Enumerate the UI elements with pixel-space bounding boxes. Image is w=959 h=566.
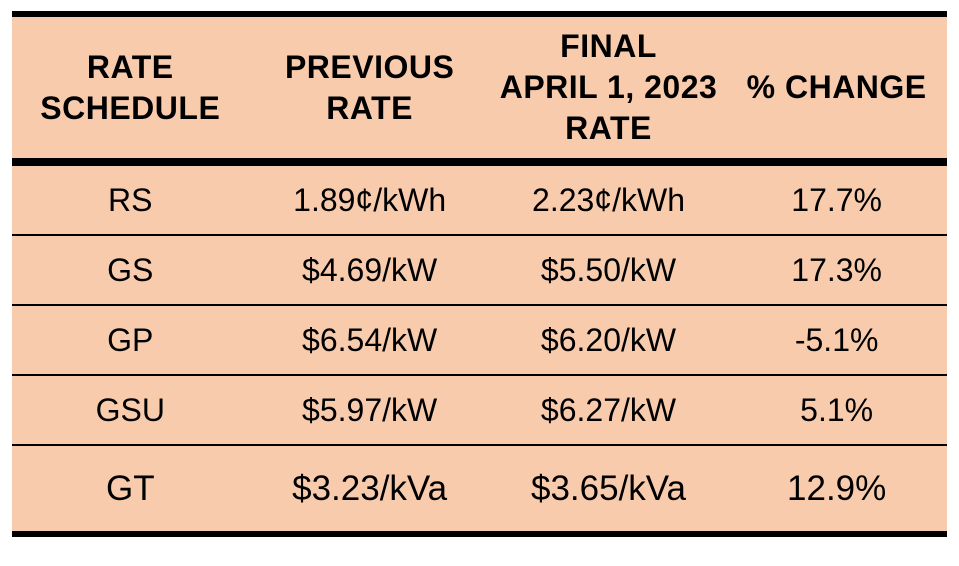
cell-previous-rate: 1.89¢/kWh — [293, 181, 447, 218]
cell-schedule: GS — [107, 251, 154, 288]
table-row-gt: GT $3.23/kVa $3.65/kVa 12.9% — [12, 444, 947, 531]
cell-percent-change: 17.3% — [791, 251, 882, 288]
cell-schedule: GSU — [95, 391, 165, 428]
table-row-gs: GS $4.69/kW $5.50/kW 17.3% — [12, 234, 947, 304]
cell-percent-change: 5.1% — [800, 391, 874, 428]
column-header-percent-change: % CHANGE — [746, 69, 927, 105]
rate-table: RATE SCHEDULE PREVIOUS RATE FINAL APRIL … — [12, 11, 947, 537]
cell-previous-rate: $4.69/kW — [302, 251, 438, 288]
cell-final-rate: 2.23¢/kWh — [532, 181, 685, 218]
cell-final-rate: $5.50/kW — [540, 251, 677, 288]
cell-schedule: GT — [105, 468, 155, 508]
cell-final-rate: $6.20/kW — [540, 321, 677, 358]
column-header-rate-schedule: RATE SCHEDULE — [40, 48, 221, 126]
cell-previous-rate: $6.54/kW — [302, 321, 438, 358]
table-header-row: RATE SCHEDULE PREVIOUS RATE FINAL APRIL … — [12, 17, 947, 164]
cell-previous-rate: $5.97/kW — [302, 391, 438, 428]
column-header-final-rate: FINAL APRIL 1, 2023 RATE — [499, 28, 718, 146]
cell-schedule: GP — [107, 321, 154, 358]
cell-previous-rate: $3.23/kVa — [292, 468, 448, 508]
cell-schedule: RS — [108, 181, 153, 218]
cell-percent-change: 17.7% — [791, 181, 882, 218]
cell-percent-change: 12.9% — [787, 468, 887, 508]
cell-final-rate: $3.65/kVa — [530, 468, 687, 508]
cell-final-rate: $6.27/kW — [540, 391, 677, 428]
cell-percent-change: -5.1% — [794, 321, 879, 358]
table-row-rs: RS 1.89¢/kWh 2.23¢/kWh 17.7% — [12, 164, 947, 234]
table-row-gsu: GSU $5.97/kW $6.27/kW 5.1% — [12, 374, 947, 444]
column-header-previous-rate: PREVIOUS RATE — [284, 48, 455, 126]
table-row-gp: GP $6.54/kW $6.20/kW -5.1% — [12, 304, 947, 374]
